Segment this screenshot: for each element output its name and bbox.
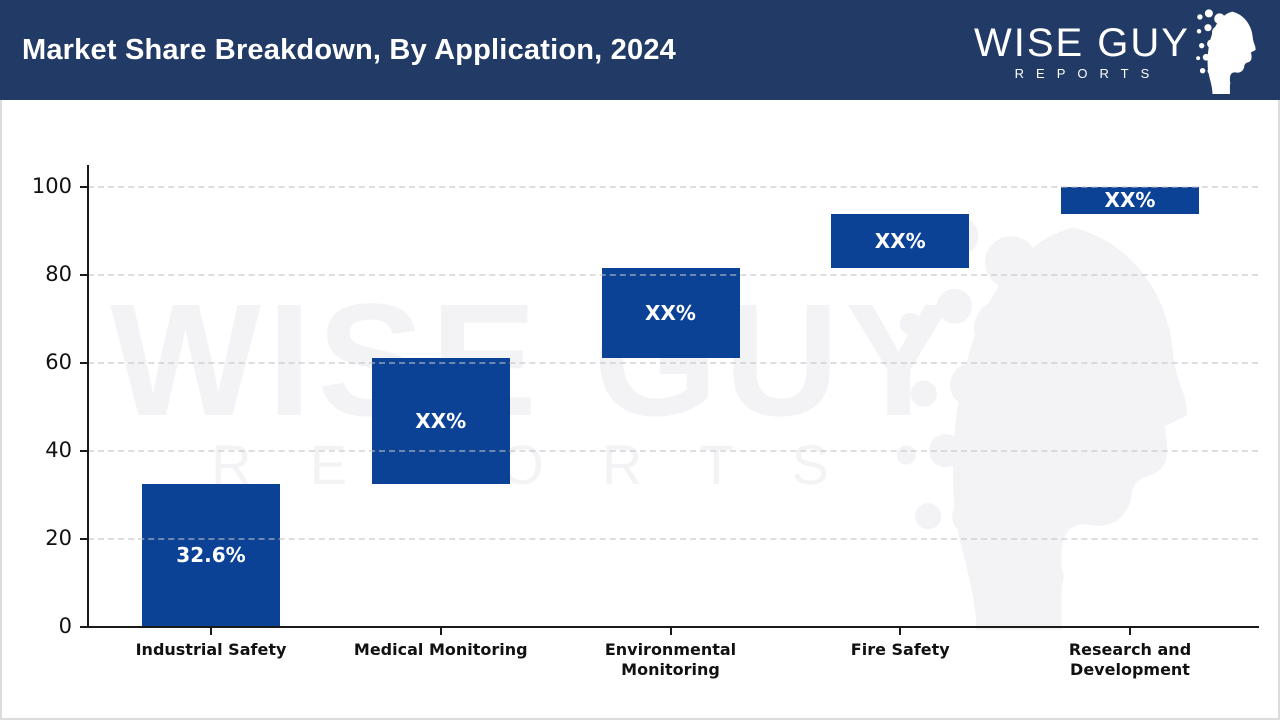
bar-value-label: 32.6% (176, 543, 246, 568)
logo-brand-name: WISE GUY (973, 20, 1190, 65)
y-tick-label: 60 (45, 350, 72, 374)
bar-segment: XX% (601, 267, 740, 358)
gridline (88, 274, 1258, 276)
bar-value-label: XX% (645, 300, 696, 325)
x-axis-tick (1129, 628, 1131, 635)
y-tick-label: 100 (31, 174, 72, 198)
x-axis-tick (210, 628, 212, 635)
y-axis-tick (80, 538, 88, 540)
watermark-subtitle-text: REPORTS (211, 433, 887, 496)
watermark-head-icon (896, 216, 1188, 630)
gridline (88, 362, 1258, 364)
bar-segment: XX% (371, 357, 510, 484)
x-tick-label: Industrial Safety (135, 640, 287, 659)
x-tick-label: Environmental Monitoring (604, 640, 737, 679)
x-tick-label: Fire Safety (850, 640, 950, 659)
y-tick-label: 20 (45, 526, 72, 550)
y-tick-label: 0 (58, 614, 72, 638)
x-tick-label: Research and Development (1068, 640, 1192, 679)
y-axis-tick (80, 362, 88, 364)
gridline (88, 450, 1258, 452)
x-axis-tick (669, 628, 672, 635)
page-title: Market Share Breakdown, By Application, … (22, 33, 676, 66)
header-banner: Market Share Breakdown, By Application, … (0, 0, 1280, 100)
bar-value-label: XX% (415, 408, 467, 433)
y-axis-tick (80, 186, 88, 188)
gridline (88, 538, 1258, 540)
wise-guy-logo: WISE GUY REPORTS (974, 8, 1258, 94)
bar-segment: XX% (1061, 187, 1199, 214)
y-axis-line (87, 165, 89, 628)
logo-brand-subtitle: REPORTS (1014, 65, 1162, 81)
y-axis-tick (80, 450, 88, 452)
bar-segment: XX% (831, 213, 970, 268)
x-axis-line (87, 626, 1259, 628)
bar-segment: 32.6% (142, 483, 280, 627)
wise-guy-head-icon (1196, 9, 1256, 94)
gridline (88, 186, 1258, 188)
y-tick-label: 40 (45, 438, 72, 462)
wise-guy-logo-text: WISE GUY REPORTS (974, 22, 1190, 81)
bar-value-label: XX% (874, 228, 926, 253)
y-axis-tick (80, 274, 88, 276)
watermark-brand-text: WISE GUY (110, 270, 959, 449)
y-axis-tick (80, 626, 88, 628)
y-tick-label: 80 (45, 262, 72, 286)
bar-value-label: XX% (1104, 188, 1156, 213)
x-axis-tick (899, 628, 902, 635)
x-tick-label: Medical Monitoring (353, 640, 528, 659)
x-axis-tick (439, 628, 442, 635)
